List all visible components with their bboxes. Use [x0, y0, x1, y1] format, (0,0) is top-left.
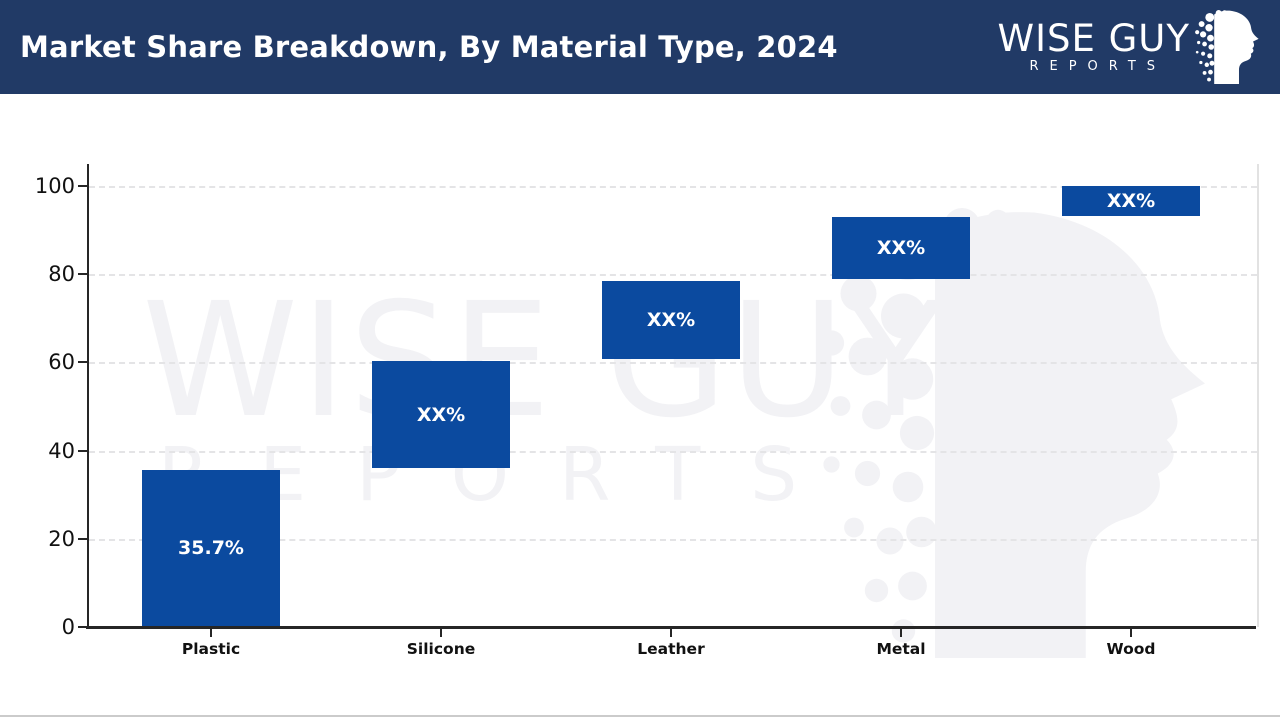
page-title: Market Share Breakdown, By Material Type… [20, 30, 838, 64]
x-tick-mark [1130, 629, 1132, 637]
y-tick-label: 100 [34, 174, 75, 199]
page-bottom-divider [0, 715, 1280, 717]
bar-leather [602, 280, 740, 359]
y-tick-mark [78, 361, 87, 364]
brand-subname: REPORTS [1029, 59, 1167, 75]
watermark-brand-text: WISE GUY [142, 269, 946, 453]
y-tick-mark [78, 185, 87, 188]
y-tick-label: 60 [48, 350, 75, 375]
x-axis-line [86, 626, 1256, 629]
bar-value-label-plastic: 35.7% [178, 537, 244, 560]
bar-value-label-metal: XX% [876, 237, 926, 259]
bar-plastic [142, 469, 280, 627]
x-tick-mark [670, 629, 672, 637]
plot-right-border [1257, 164, 1259, 627]
bar-value-label-wood: XX% [1106, 190, 1156, 213]
x-tick-label-plastic: Plastic [181, 640, 241, 658]
y-tick-label: 80 [48, 262, 75, 287]
x-tick-label-silicone: Silicone [406, 640, 476, 658]
y-tick-mark [78, 449, 87, 452]
bar-wood [1062, 186, 1200, 217]
brand-logo: WISE GUY REPORTS [998, 6, 1266, 88]
x-tick-mark [210, 629, 212, 637]
y-tick-label: 0 [61, 615, 75, 639]
y-tick-mark [78, 626, 87, 628]
y-tick-mark [78, 273, 87, 276]
x-tick-label-leather: Leather [637, 640, 705, 658]
y-tick-mark [78, 537, 87, 540]
x-tick-mark [900, 629, 902, 637]
grid-line-y80 [89, 274, 1257, 277]
grid-line-y20 [89, 538, 1257, 541]
bar-value-label-silicone: XX% [416, 403, 466, 426]
y-tick-label: 40 [48, 438, 75, 463]
x-tick-label-metal: Metal [876, 640, 926, 658]
grid-line-y60 [89, 362, 1257, 365]
bar-silicone [372, 361, 510, 469]
grid-line-y40 [89, 450, 1257, 453]
bar-value-label-leather: XX% [646, 308, 696, 331]
header-bar: Market Share Breakdown, By Material Type… [0, 0, 1280, 94]
y-axis-line [87, 164, 89, 628]
x-tick-label-wood: Wood [1106, 640, 1156, 658]
x-tick-mark [440, 629, 442, 637]
bar-metal [832, 217, 970, 279]
brand-logo-text: WISE GUY REPORTS [997, 16, 1190, 75]
brand-name: WISE GUY [997, 16, 1190, 60]
y-tick-label: 20 [48, 526, 75, 551]
grid-line-y100 [89, 186, 1257, 189]
